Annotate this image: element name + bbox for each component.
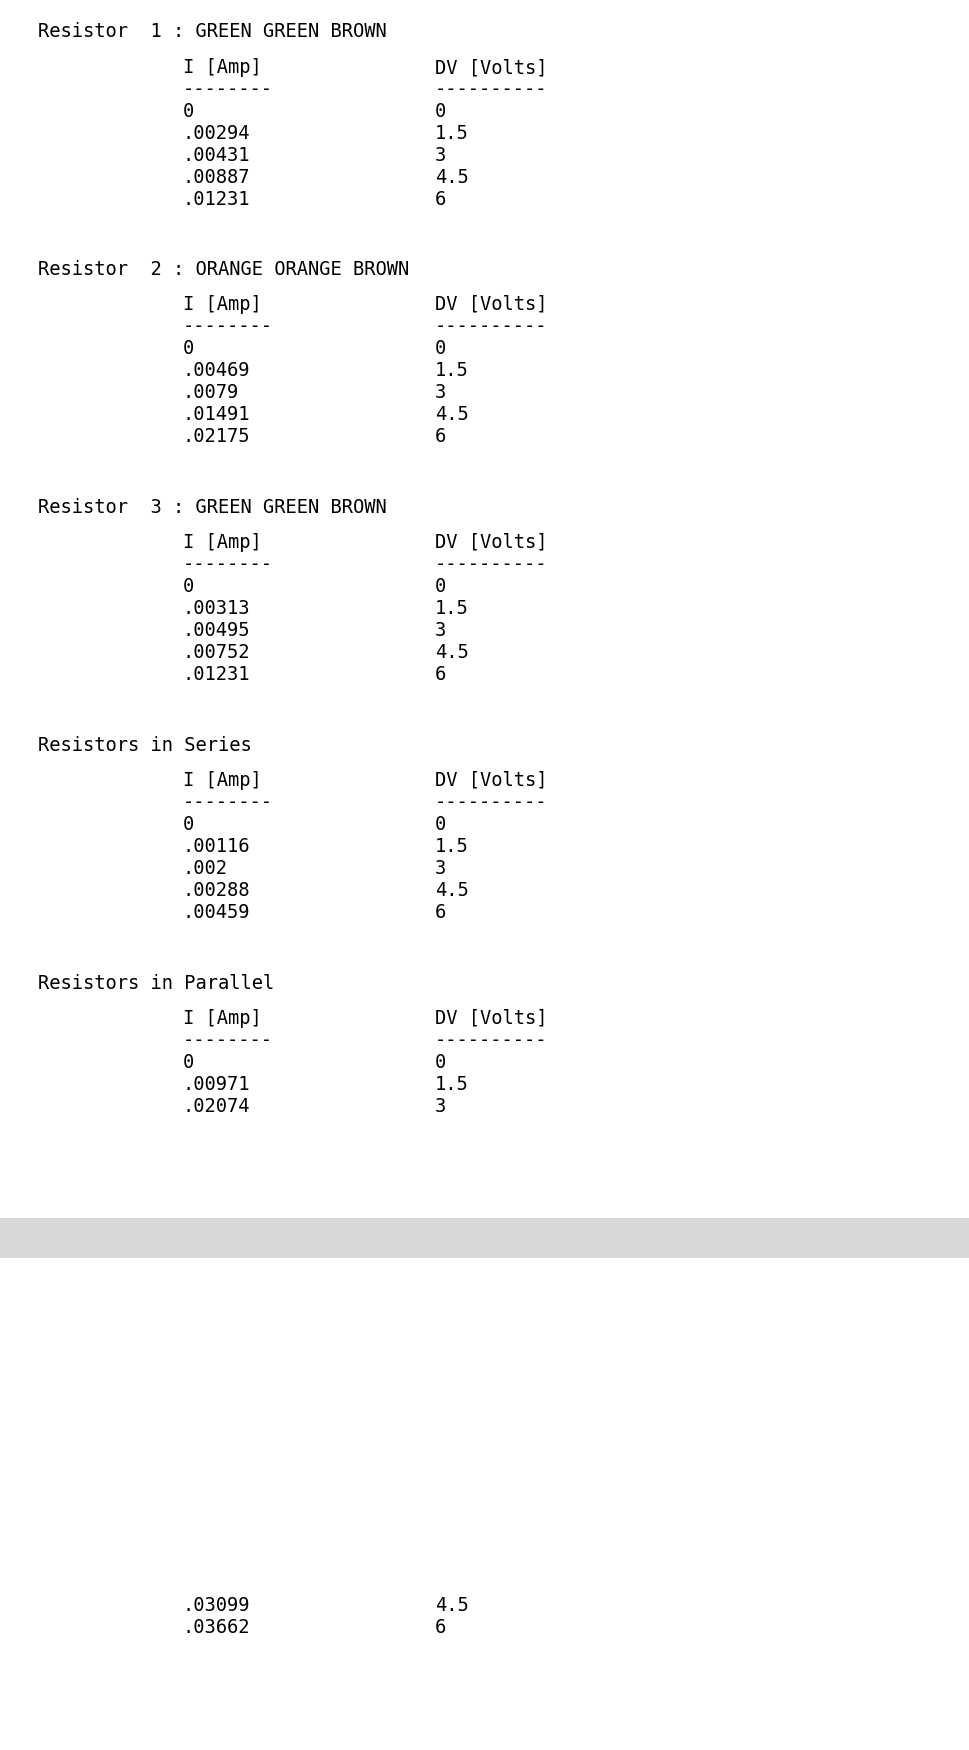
Text: 4.5: 4.5 [434, 168, 468, 187]
Text: ----------: ---------- [434, 555, 547, 574]
Text: .002: .002 [183, 859, 228, 878]
Text: .00294: .00294 [183, 124, 250, 144]
Text: 0: 0 [183, 816, 194, 835]
Text: .00313: .00313 [183, 598, 250, 618]
Text: --------: -------- [183, 317, 272, 336]
Text: 0: 0 [183, 578, 194, 597]
Text: ----------: ---------- [434, 80, 547, 100]
Text: I [Amp]: I [Amp] [183, 1010, 262, 1027]
Text: ----------: ---------- [434, 317, 547, 336]
Text: --------: -------- [183, 80, 272, 100]
Text: 1.5: 1.5 [434, 598, 468, 618]
Text: .0079: .0079 [183, 383, 239, 402]
Text: .00459: .00459 [183, 903, 250, 922]
Text: 0: 0 [183, 102, 194, 121]
Text: Resistors in Series: Resistors in Series [38, 737, 252, 754]
Text: DV [Volts]: DV [Volts] [434, 58, 547, 77]
Text: 4.5: 4.5 [434, 880, 468, 900]
Text: 0: 0 [183, 1054, 194, 1073]
Text: 1.5: 1.5 [434, 360, 468, 380]
Text: .00971: .00971 [183, 1074, 250, 1094]
Text: --------: -------- [183, 793, 272, 812]
Text: .00752: .00752 [183, 642, 250, 662]
Text: I [Amp]: I [Amp] [183, 58, 262, 77]
Text: 4.5: 4.5 [434, 404, 468, 423]
Text: 1.5: 1.5 [434, 836, 468, 856]
Text: Resistor  3 : GREEN GREEN BROWN: Resistor 3 : GREEN GREEN BROWN [38, 499, 387, 516]
Text: 6: 6 [434, 903, 446, 922]
Text: 4.5: 4.5 [434, 1596, 468, 1615]
Text: Resistor  2 : ORANGE ORANGE BROWN: Resistor 2 : ORANGE ORANGE BROWN [38, 261, 409, 278]
Text: .01231: .01231 [183, 191, 250, 208]
Text: 0: 0 [434, 1054, 446, 1073]
Text: DV [Volts]: DV [Volts] [434, 296, 547, 313]
Text: 4.5: 4.5 [434, 642, 468, 662]
Text: 3: 3 [434, 1097, 446, 1116]
Text: .00469: .00469 [183, 360, 250, 380]
Text: .03099: .03099 [183, 1596, 250, 1615]
Text: 6: 6 [434, 1619, 446, 1636]
Text: I [Amp]: I [Amp] [183, 534, 262, 551]
Text: ----------: ---------- [434, 1031, 547, 1050]
Text: DV [Volts]: DV [Volts] [434, 772, 547, 789]
Text: .00116: .00116 [183, 836, 250, 856]
Text: .02175: .02175 [183, 427, 250, 446]
Text: DV [Volts]: DV [Volts] [434, 1010, 547, 1027]
Text: .03662: .03662 [183, 1619, 250, 1636]
Text: .00887: .00887 [183, 168, 250, 187]
Text: ----------: ---------- [434, 793, 547, 812]
Text: --------: -------- [183, 1031, 272, 1050]
Text: 6: 6 [434, 665, 446, 684]
Bar [0, 1218, 969, 1258]
Text: Resistors in Parallel: Resistors in Parallel [38, 975, 274, 992]
Text: DV [Volts]: DV [Volts] [434, 534, 547, 551]
Text: 0: 0 [434, 816, 446, 835]
Text: I [Amp]: I [Amp] [183, 296, 262, 313]
Text: 0: 0 [434, 102, 446, 121]
Text: 0: 0 [183, 340, 194, 359]
Text: --------: -------- [183, 555, 272, 574]
Text: 1.5: 1.5 [434, 124, 468, 144]
Text: .00495: .00495 [183, 621, 250, 640]
Text: I [Amp]: I [Amp] [183, 772, 262, 789]
Text: .00288: .00288 [183, 880, 250, 900]
Text: 0: 0 [434, 340, 446, 359]
Text: 3: 3 [434, 145, 446, 164]
Text: 0: 0 [434, 578, 446, 597]
Text: .01491: .01491 [183, 404, 250, 423]
Text: .02074: .02074 [183, 1097, 250, 1116]
Text: 3: 3 [434, 383, 446, 402]
Text: Resistor  1 : GREEN GREEN BROWN: Resistor 1 : GREEN GREEN BROWN [38, 23, 387, 40]
Text: 3: 3 [434, 859, 446, 878]
Text: .00431: .00431 [183, 145, 250, 164]
Text: 3: 3 [434, 621, 446, 640]
Text: 1.5: 1.5 [434, 1074, 468, 1094]
Text: 6: 6 [434, 191, 446, 208]
Text: 6: 6 [434, 427, 446, 446]
Text: .01231: .01231 [183, 665, 250, 684]
